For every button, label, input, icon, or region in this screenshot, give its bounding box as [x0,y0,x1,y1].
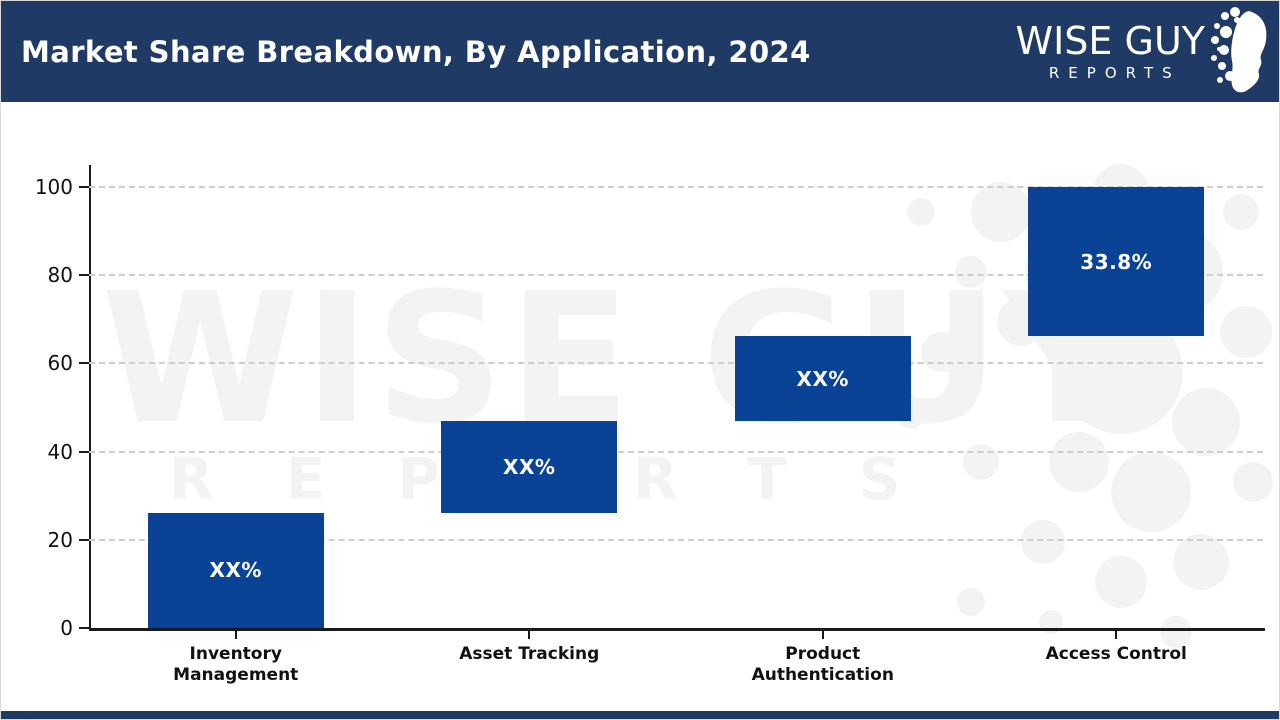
x-category-label: Inventory Management [173,644,299,685]
brand-logo-text: WISE GUY REPORTS [1016,21,1205,82]
y-tick-label: 60 [47,351,73,376]
gridline-100 [89,186,1263,189]
bar-access-control: 33.8% [1028,187,1205,337]
bar-value-label: XX% [503,455,556,480]
y-tick-mark [79,362,89,365]
x-tick-mark [1115,631,1118,639]
y-tick-mark [79,538,89,541]
brand-face-icon [1211,7,1267,93]
chart-region: WISE GUY REPORTS 020406080100XX%Inventor… [1,102,1279,713]
gridline-20 [89,538,1263,541]
y-tick-mark [79,186,89,189]
plot-area [89,165,1265,631]
brand-logo: WISE GUY REPORTS [1016,5,1271,97]
y-tick-label: 20 [47,527,73,552]
bar-value-label: XX% [209,558,262,583]
x-category-label: Asset Tracking [459,644,600,664]
header-bar: Market Share Breakdown, By Application, … [1,1,1279,102]
y-tick-label: 40 [47,439,73,464]
y-tick-mark [79,450,89,453]
gridline-80 [89,274,1263,277]
footer-bar [1,711,1279,719]
y-tick-label: 0 [60,616,73,640]
brand-subtitle: REPORTS [1048,64,1181,82]
x-category-label: Access Control [1045,644,1187,664]
gridline-60 [89,362,1263,365]
gridline-40 [89,450,1263,453]
bar-product-authentication: XX% [734,336,911,422]
y-tick-label: 100 [34,175,73,200]
bar-inventory-management: XX% [147,512,324,628]
y-tick-mark [79,274,89,277]
bar-asset-tracking: XX% [441,421,618,513]
x-tick-mark [528,631,531,639]
watermark-text: WISE GUY [101,255,1139,464]
bar-value-label: XX% [796,366,849,391]
brand-name: WISE GUY [1015,19,1205,63]
x-tick-mark [821,631,824,639]
y-tick-label: 80 [47,263,73,288]
x-tick-mark [234,631,237,639]
y-tick-mark [79,627,89,629]
chart-title: Market Share Breakdown, By Application, … [21,34,811,69]
bar-value-label: 33.8% [1080,249,1153,274]
x-category-label: Product Authentication [751,644,894,685]
